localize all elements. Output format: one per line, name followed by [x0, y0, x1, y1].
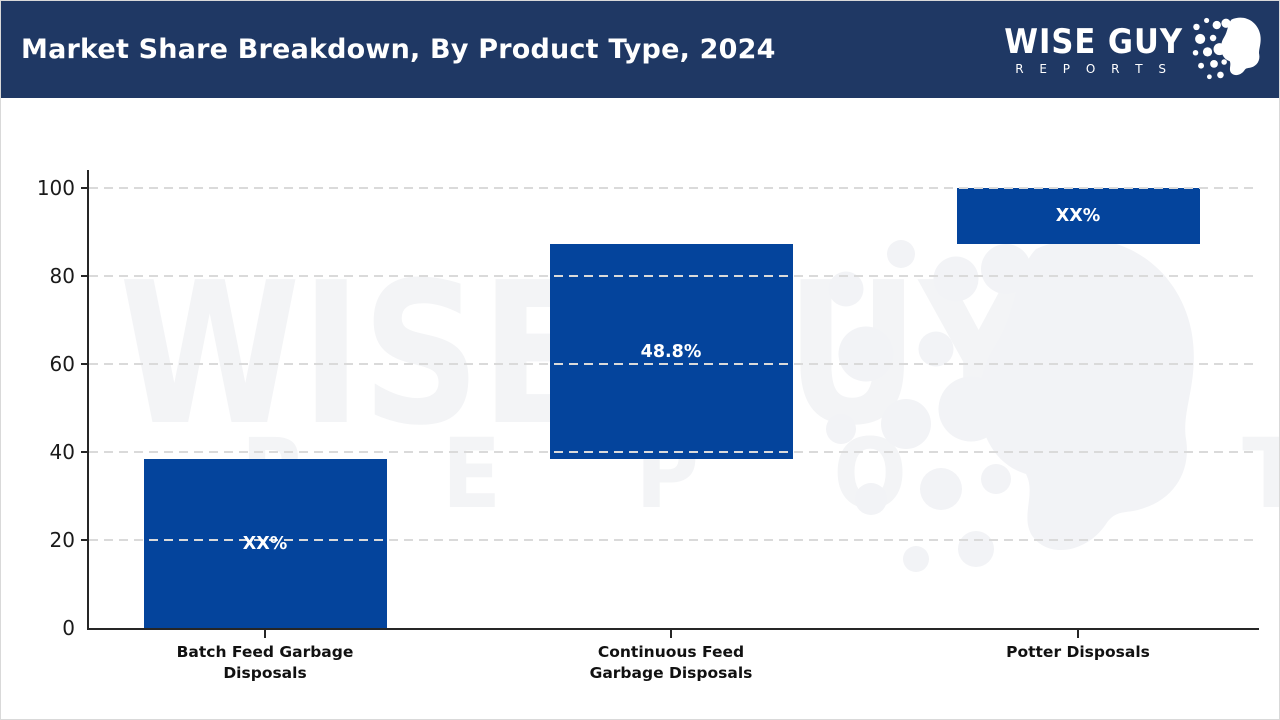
y-tick-label: 80	[49, 263, 75, 288]
y-tick-mark	[81, 274, 89, 277]
bar-value-label: XX%	[1055, 206, 1101, 226]
logo-brand-text: WISE GUY	[1004, 21, 1183, 62]
gridline	[89, 538, 1259, 541]
gridline	[89, 362, 1259, 365]
gridline	[89, 274, 1259, 277]
x-category-label: Batch Feed Garbage Disposals	[176, 643, 354, 682]
gridline	[89, 450, 1259, 453]
gridline	[89, 186, 1259, 189]
logo-sub-text: R E P O R T S	[1015, 61, 1172, 76]
x-tick-mark	[264, 630, 266, 638]
waterfall-bar	[956, 187, 1200, 245]
waterfall-bar	[549, 244, 793, 460]
y-tick-label: 0	[62, 616, 75, 640]
x-axis-line	[87, 628, 1259, 630]
page-title: Market Share Breakdown, By Product Type,…	[21, 34, 776, 65]
y-tick-mark	[81, 450, 89, 453]
y-tick-label: 20	[49, 527, 75, 552]
bar-value-label: XX%	[242, 533, 288, 554]
y-tick-label: 100	[36, 175, 75, 200]
y-axis-line	[87, 169, 89, 630]
bar-value-label: 48.8%	[640, 341, 702, 362]
x-category-label: Continuous Feed Garbage Disposals	[589, 643, 753, 682]
header-bar: Market Share Breakdown, By Product Type,…	[1, 1, 1279, 98]
waterfall-bar	[143, 459, 387, 628]
y-tick-mark	[81, 538, 89, 541]
watermark-head-icon	[826, 238, 1194, 572]
y-tick-label: 40	[49, 439, 75, 464]
x-tick-mark	[1077, 630, 1079, 638]
y-tick-label: 60	[49, 351, 75, 376]
dotted-head-icon	[1192, 17, 1261, 79]
waterfall-chart: XX% 48.8% XX% 0 20 40 60 80 100 Batch Feed Garbag…	[1, 98, 1279, 719]
wise-guy-logo: WISE GUY R E P O R T S	[1004, 14, 1279, 86]
y-tick-mark	[81, 362, 89, 365]
x-category-label: Potter Disposals	[1006, 643, 1150, 661]
x-tick-mark	[670, 630, 672, 638]
y-tick-mark	[81, 186, 89, 189]
